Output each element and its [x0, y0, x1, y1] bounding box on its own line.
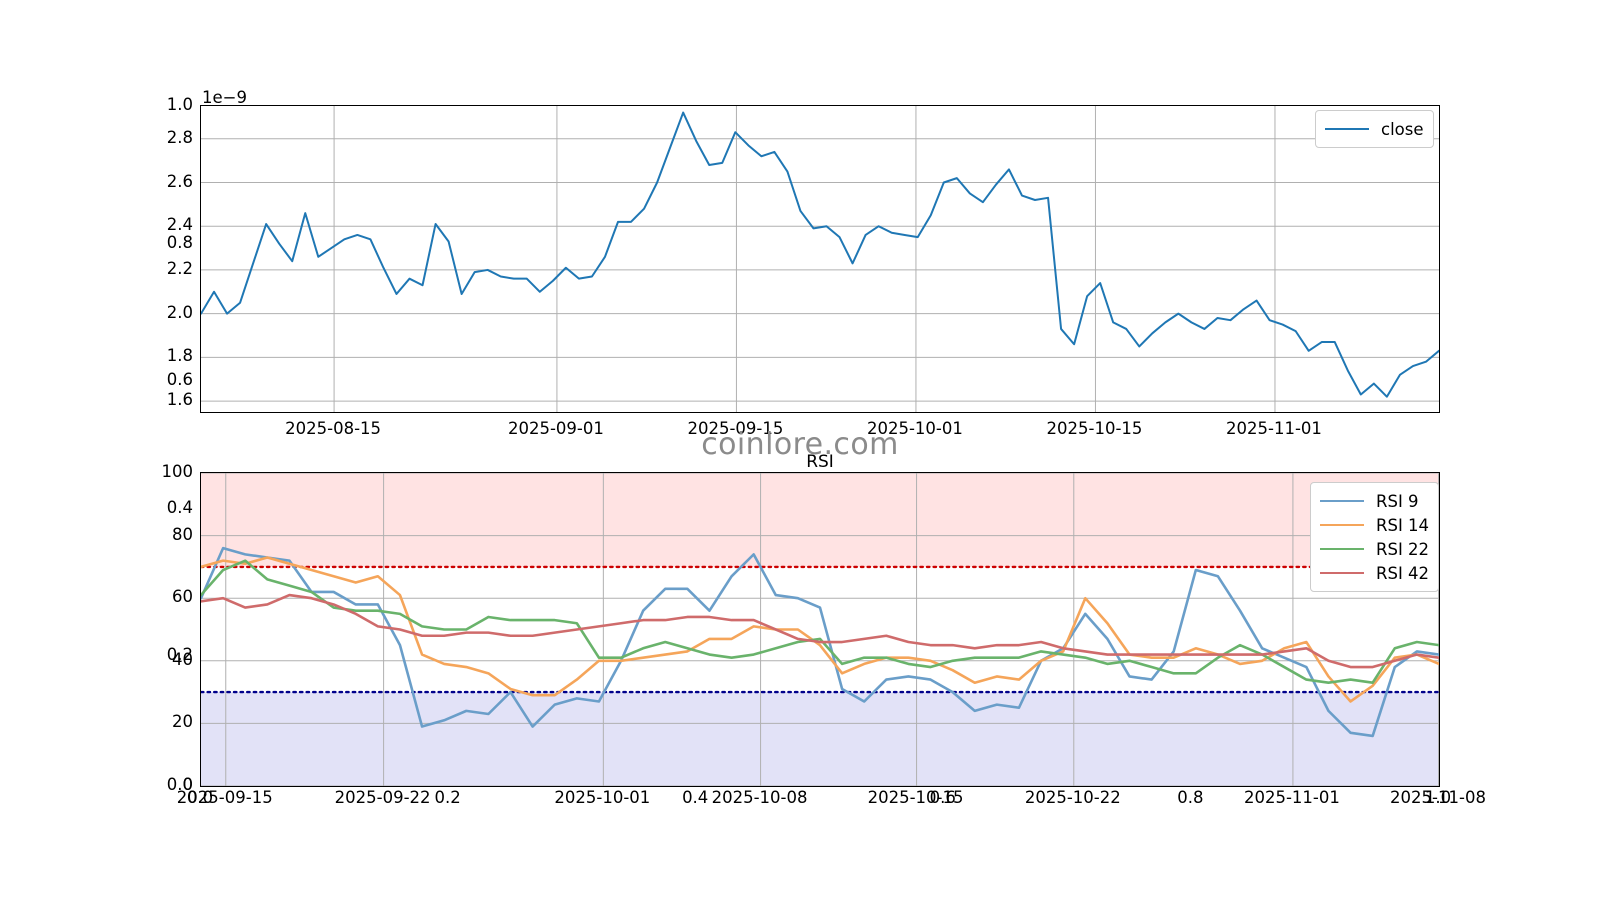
price-x-tick-label: 2025-10-15	[1046, 419, 1143, 438]
legend-item-label: RSI 22	[1376, 539, 1430, 559]
rsi-y-tick-label: 60	[172, 587, 193, 607]
rsi-y-tick-label: 0	[182, 775, 194, 794]
rsi-x-tick-label-numeric: 0.2	[434, 788, 461, 807]
rsi-line-rsi-22	[201, 559, 1439, 685]
rsi-x-tick-label-numeric: 0.4	[682, 788, 709, 807]
rsi-x-tick-label-numeric: 0.6	[929, 788, 956, 807]
rsi-x-tick-label-date: 2025-11-01	[1243, 788, 1340, 807]
rsi-y-tick-label: 80	[172, 524, 193, 544]
rsi-x-tick-label-date: 2025-10-08	[711, 788, 808, 807]
price-x-tick-label: 2025-10-01	[866, 419, 963, 438]
rsi-y-tick-label: 100	[161, 462, 194, 481]
price-x-tick-label: 2025-11-01	[1226, 419, 1322, 438]
rsi-y-tick-label-secondary: 0.4	[166, 498, 193, 517]
rsi-band-oversold	[201, 692, 1439, 786]
price-plot-svg	[201, 106, 1439, 412]
rsi-x-tick-label-date: 2025-09-22	[334, 788, 431, 807]
price-y-tick-label: 2.6	[166, 171, 193, 191]
rsi-x-tick-label-date: 2025-11-08	[1390, 788, 1486, 807]
price-x-tick-label: 2025-08-15	[285, 419, 382, 438]
price-y-tick-label: 2.4	[166, 215, 193, 235]
price-chart-legend[interactable]: close	[1315, 110, 1434, 148]
price-y-tick-label: 1.6	[166, 390, 193, 410]
price-y-tick-label: 2.8	[166, 127, 193, 147]
rsi-y-tick-label-secondary: 0.0	[166, 775, 193, 794]
rsi-plot-svg	[201, 473, 1439, 786]
price-y-tick-label-secondary: 1.0	[166, 95, 193, 114]
rsi-x-tick-label-date: 2025-09-15	[176, 788, 273, 807]
price-y-tick-label-secondary: 0.8	[166, 233, 193, 252]
legend-line-swatch-icon	[1325, 128, 1369, 130]
price-axis-offset-label: 1e−9	[202, 88, 247, 107]
rsi-x-tick-label-numeric: 0.8	[1177, 788, 1204, 807]
legend-item-label: close	[1381, 119, 1424, 139]
legend-item-label: RSI 42	[1376, 563, 1430, 583]
legend-line-swatch-icon	[1320, 524, 1364, 526]
price-y-tick-label: 2.2	[166, 258, 193, 278]
legend-item-close[interactable]: close	[1325, 117, 1424, 141]
legend-item-rsi-42[interactable]: RSI 42	[1320, 561, 1429, 585]
rsi-x-tick-label-date: 2025-10-22	[1024, 788, 1121, 807]
legend-item-label: RSI 9	[1376, 491, 1419, 511]
rsi-chart-legend[interactable]: RSI 9 RSI 14 RSI 22 RSI 42	[1310, 482, 1440, 592]
rsi-y-tick-label: 20	[172, 712, 193, 732]
price-x-tick-label: 2025-09-01	[507, 419, 604, 438]
legend-line-swatch-icon	[1320, 500, 1364, 502]
legend-line-swatch-icon	[1320, 548, 1364, 550]
rsi-chart-title: RSI	[806, 452, 834, 472]
rsi-line-rsi-9	[201, 546, 1439, 738]
legend-item-rsi-22[interactable]: RSI 22	[1320, 537, 1429, 561]
rsi-x-tick-label-numeric: 0.0	[186, 788, 214, 807]
rsi-y-tick-label: 40	[172, 649, 193, 669]
price-y-tick-label-secondary: 0.6	[166, 370, 193, 389]
rsi-line-rsi-42	[201, 593, 1439, 669]
rsi-band-overbought	[201, 473, 1439, 567]
rsi-line-rsi-14	[201, 556, 1439, 703]
price-chart-panel	[200, 105, 1440, 413]
legend-item-label: RSI 14	[1376, 515, 1430, 535]
rsi-x-tick-label-date: 2025-10-15	[867, 788, 964, 807]
price-y-tick-label: 2.0	[166, 302, 193, 322]
price-close-line	[201, 111, 1439, 398]
rsi-x-tick-label-date: 2025-10-01	[554, 788, 651, 807]
rsi-x-tick-label-numeric: 1.0	[1424, 788, 1452, 807]
legend-item-rsi-14[interactable]: RSI 14	[1320, 513, 1429, 537]
price-x-tick-label: 2025-09-15	[687, 419, 784, 438]
rsi-y-tick-label-secondary: 0.2	[166, 645, 193, 664]
rsi-chart-panel	[200, 472, 1440, 787]
legend-item-rsi-9[interactable]: RSI 9	[1320, 489, 1429, 513]
legend-line-swatch-icon	[1320, 572, 1364, 574]
price-y-tick-label: 1.8	[166, 346, 193, 366]
